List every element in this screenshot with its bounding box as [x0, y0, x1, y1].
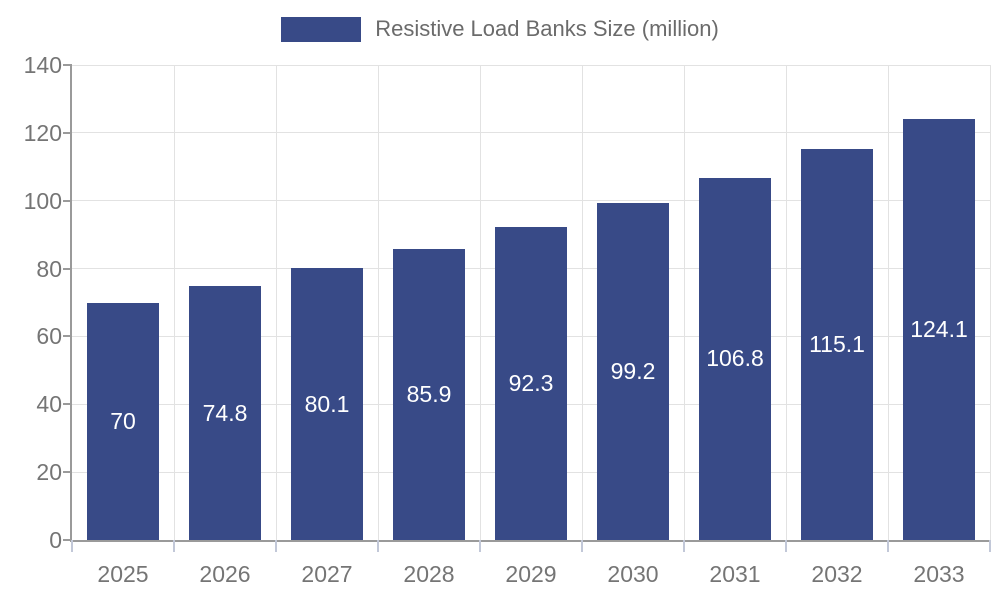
bar-2028: 85.9 — [393, 248, 465, 540]
v-gridline-3 — [377, 65, 379, 540]
bar-value-label-2029: 92.3 — [508, 369, 554, 396]
y-tick-0 — [63, 539, 71, 541]
x-tick-label-2032: 2032 — [811, 561, 863, 587]
h-gridline-100 — [72, 200, 990, 202]
v-gridline-7 — [785, 65, 787, 540]
y-tick-140 — [63, 64, 71, 66]
v-gridline-1 — [173, 65, 175, 540]
y-tick-60 — [63, 335, 71, 338]
plot-area: 70 74.8 80.1 85.9 92.3 99.2 106.8 115.1 124.1 — [72, 64, 991, 540]
y-tick-label-140: 140 — [23, 52, 62, 78]
x-tick-6 — [683, 540, 685, 552]
x-tick-0 — [71, 540, 73, 552]
bar-value-label-2027: 80.1 — [304, 390, 350, 417]
bar-2031: 106.8 — [699, 177, 771, 540]
bar-2025: 70 — [87, 302, 159, 540]
h-gridline-120 — [72, 132, 990, 134]
x-tick-9 — [989, 540, 991, 552]
x-tick-4 — [479, 540, 481, 552]
bar-value-label-2030: 99.2 — [610, 358, 656, 385]
bar-2032: 115.1 — [801, 149, 873, 540]
bar-value-label-2033: 124.1 — [910, 315, 968, 342]
x-tick-5 — [581, 540, 583, 552]
y-tick-label-0: 0 — [49, 527, 62, 553]
y-tick-label-20: 20 — [36, 459, 62, 486]
bar-value-label-2032: 115.1 — [809, 331, 865, 358]
x-tick-1 — [173, 540, 175, 552]
bar-2027: 80.1 — [291, 268, 363, 540]
legend: Resistive Load Banks Size (million) — [0, 16, 1000, 42]
x-tick-label-2026: 2026 — [199, 561, 251, 587]
x-tick-label-2027: 2027 — [301, 561, 353, 587]
bar-2026: 74.8 — [189, 286, 261, 540]
x-tick-label-2031: 2031 — [709, 561, 761, 587]
bar-2033: 124.1 — [903, 118, 975, 540]
v-gridline-4 — [479, 65, 481, 540]
legend-label: Resistive Load Banks Size (million) — [375, 16, 719, 41]
y-tick-120 — [63, 131, 71, 134]
v-gridline-9 — [989, 65, 991, 540]
x-tick-label-2029: 2029 — [505, 561, 557, 587]
bar-2030: 99.2 — [597, 203, 669, 540]
x-tick-3 — [377, 540, 379, 552]
bar-value-label-2025: 70 — [110, 407, 136, 434]
bar-value-label-2026: 74.8 — [202, 399, 248, 426]
bar-value-label-2031: 106.8 — [706, 345, 764, 372]
legend-swatch-icon — [281, 16, 362, 42]
h-gridline-140 — [72, 64, 990, 66]
y-tick-label-60: 60 — [36, 323, 62, 350]
y-tick-label-40: 40 — [36, 391, 62, 418]
bar-value-label-2028: 85.9 — [406, 380, 452, 407]
y-tick-80 — [63, 267, 71, 270]
v-gridline-6 — [683, 65, 685, 540]
x-tick-2 — [275, 540, 277, 552]
y-axis-line — [70, 64, 72, 542]
y-tick-label-80: 80 — [36, 255, 62, 282]
x-tick-label-2033: 2033 — [913, 561, 965, 587]
bar-2029: 92.3 — [495, 226, 567, 540]
x-tick-label-2025: 2025 — [97, 561, 149, 587]
y-tick-100 — [63, 199, 71, 202]
x-axis-line — [70, 540, 990, 542]
y-tick-label-100: 100 — [23, 187, 62, 214]
x-tick-8 — [887, 540, 889, 552]
v-gridline-8 — [887, 65, 889, 540]
x-tick-label-2028: 2028 — [403, 561, 455, 587]
y-tick-label-120: 120 — [23, 119, 62, 146]
y-tick-20 — [63, 471, 71, 474]
v-gridline-2 — [275, 65, 277, 540]
v-gridline-5 — [581, 65, 583, 540]
x-tick-label-2030: 2030 — [607, 561, 659, 587]
x-tick-7 — [785, 540, 787, 552]
y-tick-40 — [63, 403, 71, 406]
